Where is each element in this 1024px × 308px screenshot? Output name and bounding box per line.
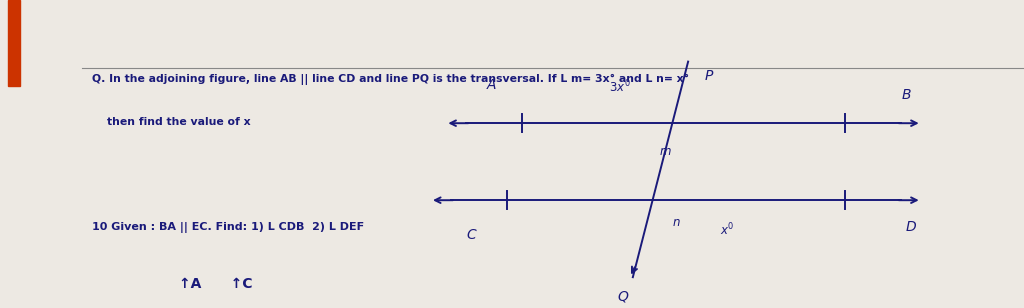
Text: C: C (466, 228, 476, 242)
Text: Q. In the adjoining figure, line AB || line CD and line PQ is the transversal. I: Q. In the adjoining figure, line AB || l… (92, 74, 689, 85)
Text: n: n (672, 216, 680, 229)
Text: P: P (705, 69, 713, 83)
Text: $x^0$: $x^0$ (720, 222, 734, 238)
Text: B: B (901, 88, 911, 102)
Text: A: A (486, 79, 497, 92)
Text: Q: Q (617, 290, 628, 303)
Text: m: m (659, 145, 672, 158)
Text: $3x^0$: $3x^0$ (608, 79, 631, 95)
Text: 10 Given : BA || EC. Find: 1) L CDB  2) L DEF: 10 Given : BA || EC. Find: 1) L CDB 2) L… (92, 222, 365, 233)
Text: D: D (906, 220, 916, 234)
Bar (8, 0, 20, 86)
Text: then find the value of x: then find the value of x (92, 117, 251, 127)
Text: ↑A      ↑C: ↑A ↑C (179, 277, 253, 291)
